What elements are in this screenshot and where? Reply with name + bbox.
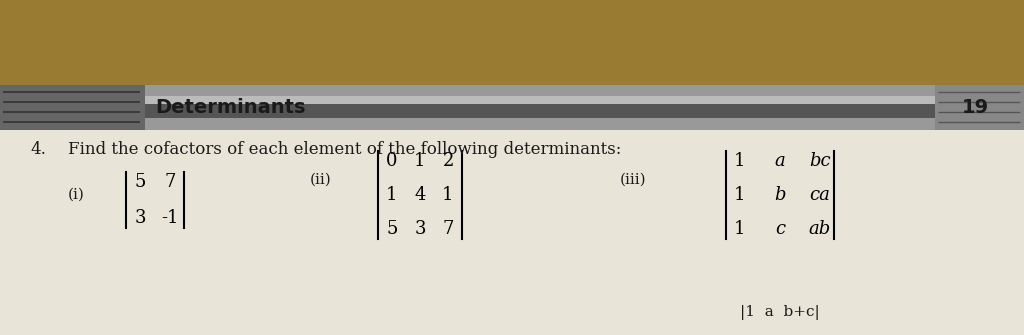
Text: ca: ca	[810, 186, 830, 204]
Text: 1: 1	[734, 152, 745, 170]
Text: 7: 7	[442, 220, 454, 238]
Text: 1: 1	[734, 186, 745, 204]
Text: 4: 4	[415, 186, 426, 204]
Text: a: a	[774, 152, 785, 170]
Bar	[0, 85, 145, 130]
Text: 4.: 4.	[30, 141, 46, 158]
Text: 5: 5	[386, 220, 397, 238]
Text: 1: 1	[415, 152, 426, 170]
Text: (iii): (iii)	[620, 173, 646, 187]
Bar	[145, 104, 935, 118]
Text: 7: 7	[164, 173, 176, 191]
Text: 0: 0	[386, 152, 397, 170]
Text: (ii): (ii)	[310, 173, 332, 187]
Text: 19: 19	[962, 98, 989, 117]
Text: 5: 5	[134, 173, 145, 191]
Text: (i): (i)	[68, 188, 85, 202]
Text: Find the cofactors of each element of the following determinants:: Find the cofactors of each element of th…	[68, 141, 622, 158]
Bar	[145, 96, 935, 104]
Text: Determinants: Determinants	[155, 98, 305, 117]
Text: 1: 1	[386, 186, 397, 204]
Text: 3: 3	[134, 209, 145, 227]
Text: -1: -1	[161, 209, 179, 227]
Text: b: b	[774, 186, 785, 204]
Text: c: c	[775, 220, 785, 238]
Text: |1  a  b+c|: |1 a b+c|	[740, 306, 820, 321]
Text: 1: 1	[734, 220, 745, 238]
Text: 3: 3	[415, 220, 426, 238]
Text: ab: ab	[809, 220, 831, 238]
Bar	[145, 85, 935, 130]
Text: 1: 1	[442, 186, 454, 204]
Text: 2: 2	[442, 152, 454, 170]
Text: bc: bc	[809, 152, 830, 170]
Bar	[0, 0, 1024, 85]
Bar	[935, 85, 1024, 130]
